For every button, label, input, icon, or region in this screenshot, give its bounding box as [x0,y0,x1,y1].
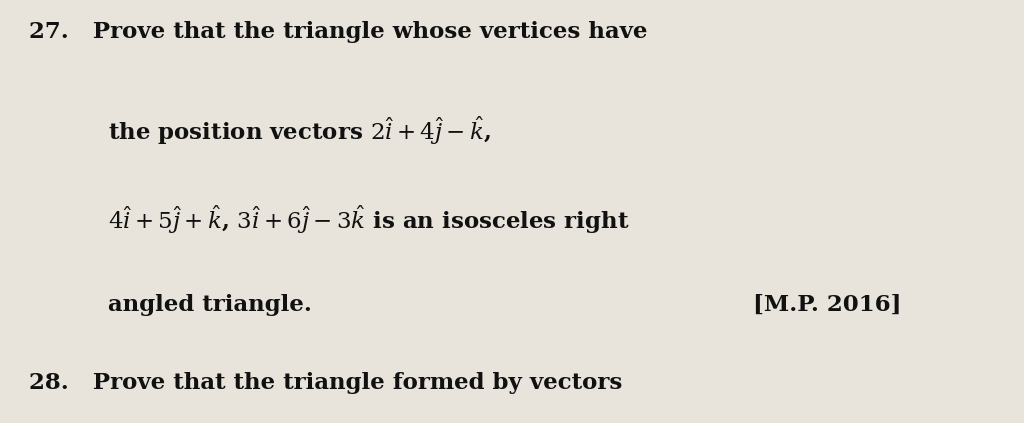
Text: angled triangle.: angled triangle. [108,294,311,316]
Text: 27.   Prove that the triangle whose vertices have: 27. Prove that the triangle whose vertic… [29,21,647,43]
Text: [M.P. 2016]: [M.P. 2016] [753,294,901,316]
Text: the position vectors $2\hat{i}+4\hat{j}-\hat{k}$,: the position vectors $2\hat{i}+4\hat{j}-… [108,114,490,147]
Text: $4\hat{i}+5\hat{j}+\hat{k}$, $3\hat{i}+6\hat{j}-3\hat{k}$ is an isosceles right: $4\hat{i}+5\hat{j}+\hat{k}$, $3\hat{i}+6… [108,203,629,236]
Text: 28.   Prove that the triangle formed by vectors: 28. Prove that the triangle formed by ve… [29,372,622,394]
